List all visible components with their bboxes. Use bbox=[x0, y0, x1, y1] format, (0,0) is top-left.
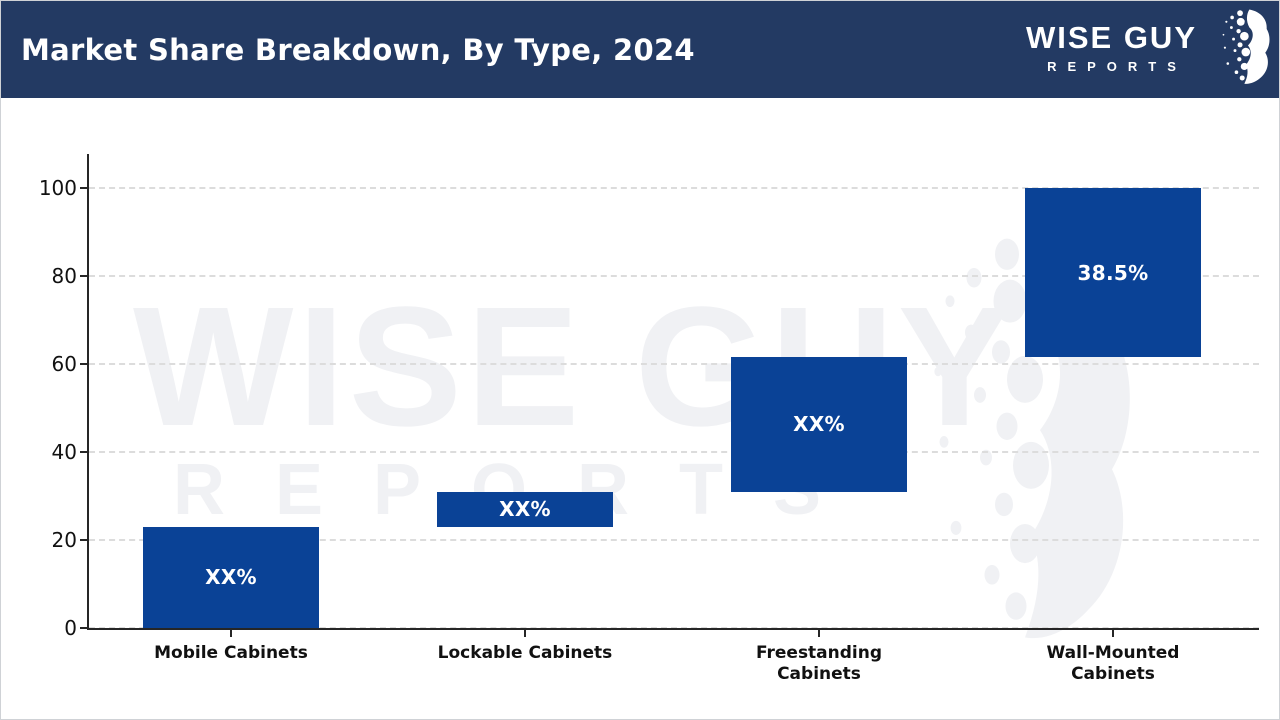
y-tick-mark bbox=[80, 274, 88, 277]
bar-value-label-freestanding-cabinets: XX% bbox=[793, 412, 845, 437]
bar-freestanding-cabinets: XX% bbox=[731, 357, 907, 492]
y-tick-label: 100 bbox=[38, 175, 77, 200]
gridline bbox=[89, 450, 1259, 453]
y-tick-label: 20 bbox=[51, 527, 77, 552]
x-tick-mark bbox=[1112, 630, 1114, 637]
logo-head-icon bbox=[1222, 9, 1270, 84]
x-tick-mark bbox=[524, 630, 526, 637]
y-tick-mark bbox=[80, 627, 88, 629]
gridline bbox=[89, 186, 1259, 189]
x-tick-mark bbox=[818, 630, 820, 637]
x-category-label-lockable-cabinets: Lockable Cabinets bbox=[437, 643, 613, 663]
y-tick-mark bbox=[80, 186, 88, 189]
y-tick-mark bbox=[80, 362, 88, 365]
y-tick-label: 40 bbox=[51, 439, 77, 464]
x-axis-line bbox=[87, 628, 1259, 630]
x-category-label-mobile-cabinets: Mobile Cabinets bbox=[154, 643, 308, 663]
bar-wall-mounted-cabinets: 38.5% bbox=[1025, 187, 1201, 358]
x-tick-mark bbox=[230, 630, 232, 637]
y-tick-label: 0 bbox=[64, 616, 77, 640]
bar-value-label-wall-mounted-cabinets: 38.5% bbox=[1077, 260, 1149, 285]
y-tick-mark bbox=[80, 538, 88, 541]
page-title: Market Share Breakdown, By Type, 2024 bbox=[21, 32, 695, 67]
bar-lockable-cabinets: XX% bbox=[437, 491, 613, 527]
x-category-label-freestanding-cabinets: Freestanding Cabinets bbox=[755, 643, 883, 684]
x-category-label-wall-mounted-cabinets: Wall-Mounted Cabinets bbox=[1046, 643, 1180, 684]
logo-wordmark: WISE GUY REPORTS bbox=[1026, 20, 1197, 74]
bar-value-label-mobile-cabinets: XX% bbox=[205, 565, 257, 590]
bar-value-label-lockable-cabinets: XX% bbox=[499, 497, 551, 522]
gridline bbox=[89, 362, 1259, 365]
bar-mobile-cabinets: XX% bbox=[143, 526, 319, 628]
header: Market Share Breakdown, By Type, 2024 WI… bbox=[1, 1, 1279, 98]
gridline bbox=[89, 274, 1259, 277]
y-tick-mark bbox=[80, 450, 88, 453]
y-tick-label: 60 bbox=[51, 351, 77, 376]
y-tick-label: 80 bbox=[51, 263, 77, 288]
logo-wordmark-sub: REPORTS bbox=[1047, 59, 1187, 74]
y-axis-line bbox=[87, 154, 89, 630]
logo-wordmark-main: WISE GUY bbox=[1025, 20, 1197, 55]
gridline bbox=[89, 538, 1259, 541]
brand-logo: WISE GUY REPORTS bbox=[1026, 7, 1271, 87]
